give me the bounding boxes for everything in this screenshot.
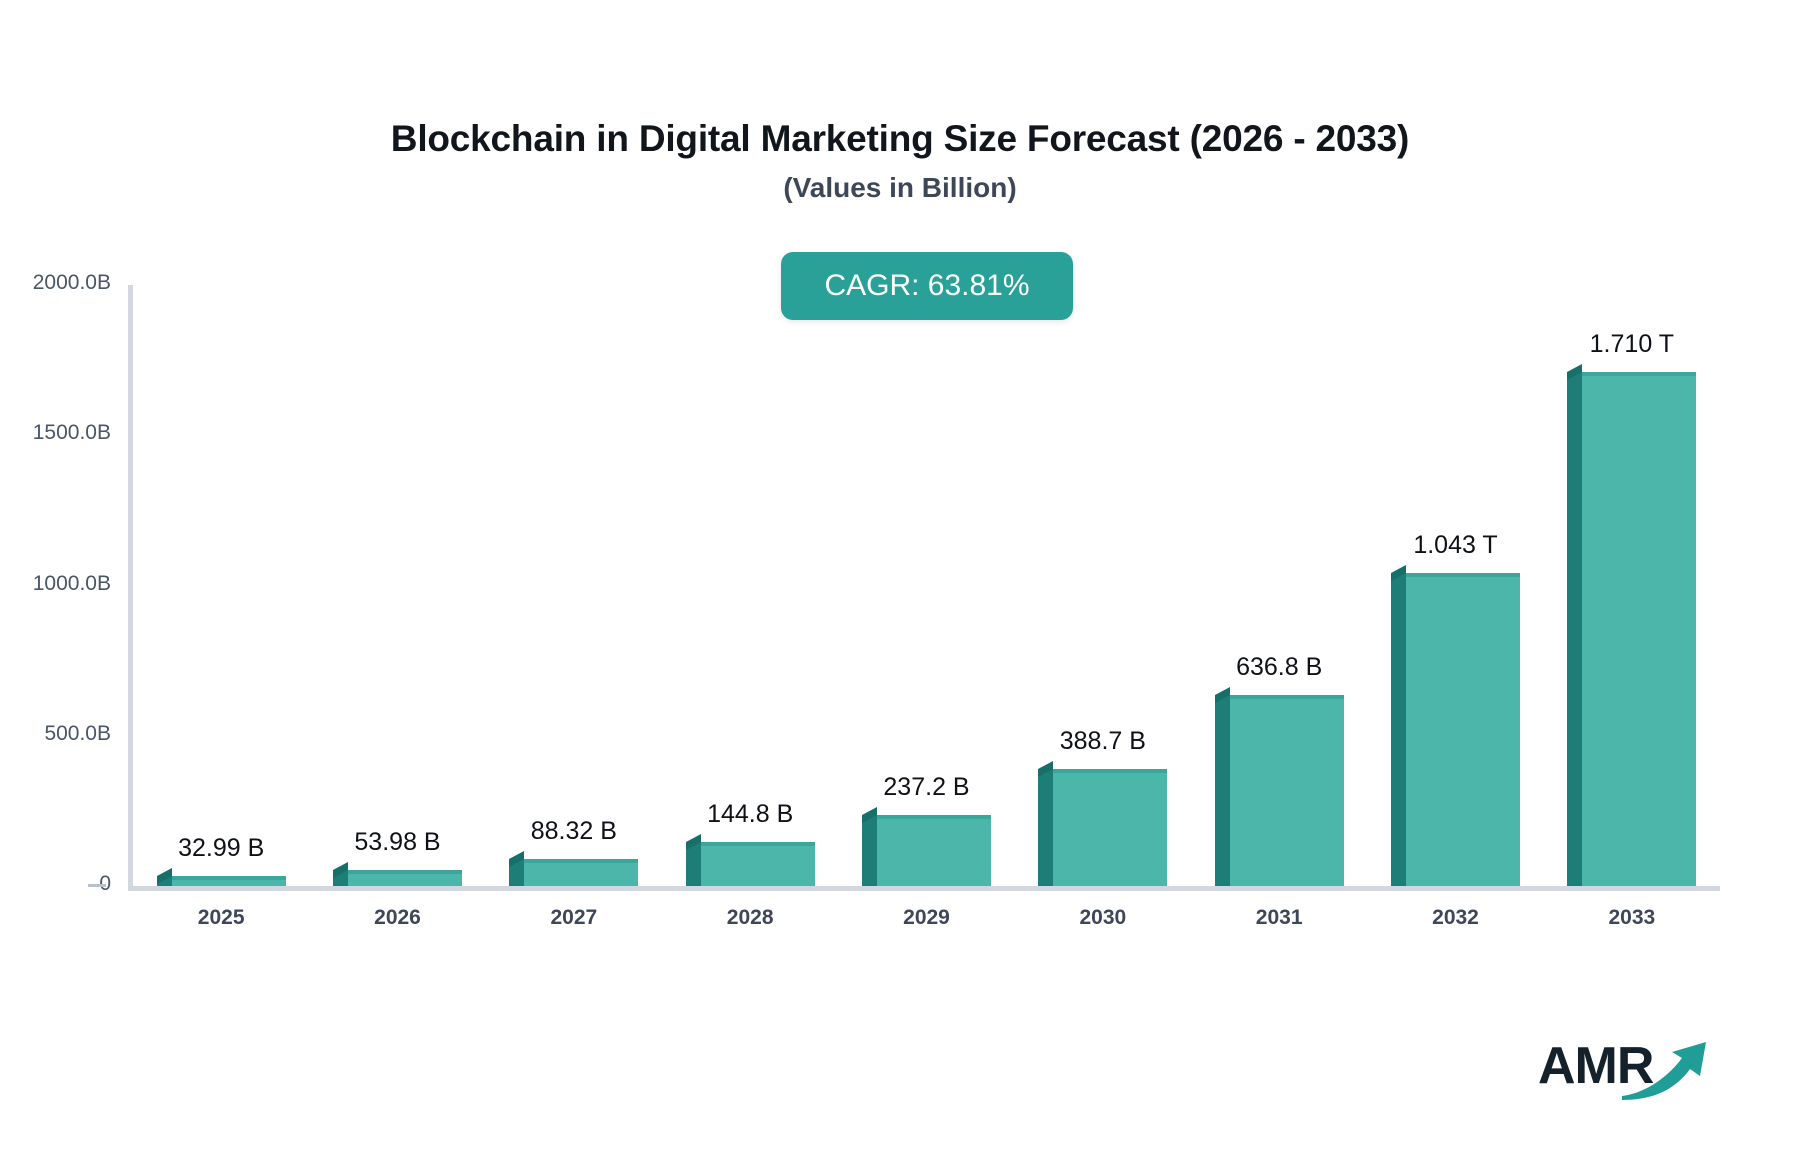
bar-side-face	[1391, 573, 1406, 886]
bar-value-label: 53.98 B	[354, 828, 441, 856]
x-axis-tick-label: 2033	[1608, 906, 1656, 929]
bar-front-face	[172, 876, 286, 886]
bar-2027[interactable]	[509, 851, 638, 886]
bar-2026[interactable]	[333, 862, 462, 886]
x-axis-line	[128, 886, 1720, 891]
y-axis-line	[128, 285, 133, 889]
bar-2029[interactable]	[862, 807, 991, 886]
chart-subtitle: (Values in Billion)	[783, 172, 1017, 203]
x-axis-tick-label: 2032	[1432, 906, 1479, 929]
x-axis-tick-label: 2027	[550, 906, 598, 929]
chart-title: Blockchain in Digital Marketing Size For…	[390, 118, 1410, 159]
bar-value-label: 88.32 B	[530, 817, 617, 845]
bar-2028[interactable]	[686, 834, 815, 886]
bar-2030[interactable]	[1038, 761, 1167, 886]
x-axis-tick-label: 2026	[374, 906, 421, 929]
bar-front-face	[524, 859, 638, 886]
bar-top-edge	[1053, 769, 1167, 773]
x-axis-tick-label: 2030	[1079, 906, 1127, 929]
y-axis-tick-label: 500.0B	[44, 721, 111, 745]
y-axis-tick-label: 1500.0B	[32, 421, 111, 445]
amr-logo-text: AMR	[1538, 1037, 1654, 1095]
bar-top-edge	[877, 815, 991, 819]
bar-value-label: 1.043 T	[1413, 531, 1498, 559]
x-axis-tick-label: 2028	[726, 906, 774, 929]
bar-top-edge	[1406, 573, 1520, 577]
bar-top-edge	[1230, 695, 1344, 699]
bar-side-face	[1215, 695, 1230, 886]
bar-top-edge	[701, 842, 815, 846]
bar-side-face	[862, 815, 877, 886]
x-axis-tick-label: 2031	[1255, 906, 1303, 929]
amr-logo: AMR	[1538, 1030, 1708, 1108]
bar-side-face	[509, 859, 524, 886]
bar-top-edge	[172, 876, 286, 880]
bar-top-edge	[1582, 372, 1696, 376]
x-axis-tick-label: 2029	[903, 906, 950, 929]
bar-front-face	[1406, 573, 1520, 886]
bar-front-face	[1582, 372, 1696, 886]
y-axis-tick-label: 0	[99, 872, 111, 896]
bar-2033[interactable]	[1567, 364, 1696, 886]
y-axis-tick-mark	[88, 884, 106, 887]
y-axis-tick-label: 2000.0B	[32, 271, 111, 294]
bar-front-face	[348, 870, 462, 886]
bar-front-face	[877, 815, 991, 886]
bar-value-label: 32.99 B	[178, 834, 265, 862]
bar-value-label: 237.2 B	[883, 773, 970, 801]
bar-value-label: 388.7 B	[1059, 727, 1146, 755]
bar-side-face	[1567, 372, 1582, 886]
bar-2025[interactable]	[157, 868, 286, 886]
bar-front-face	[1053, 769, 1167, 886]
bar-value-label: 144.8 B	[707, 800, 794, 828]
bar-top-edge	[348, 870, 462, 874]
bar-side-face	[686, 842, 701, 886]
bar-front-face	[1230, 695, 1344, 886]
growth-arrow-icon	[1620, 1038, 1710, 1105]
y-axis-tick-label: 1000.0B	[32, 571, 111, 595]
bar-value-label: 636.8 B	[1236, 653, 1323, 681]
bar-side-face	[1038, 769, 1053, 886]
x-axis-tick-label: 2025	[197, 906, 245, 929]
bar-2032[interactable]	[1391, 565, 1520, 886]
bar-top-edge	[524, 859, 638, 863]
bar-side-face	[157, 876, 172, 886]
bar-2031[interactable]	[1215, 687, 1344, 886]
cagr-badge: CAGR: 63.81%	[781, 252, 1073, 320]
bar-value-label: 1.710 T	[1589, 330, 1674, 358]
bar-front-face	[701, 842, 815, 886]
